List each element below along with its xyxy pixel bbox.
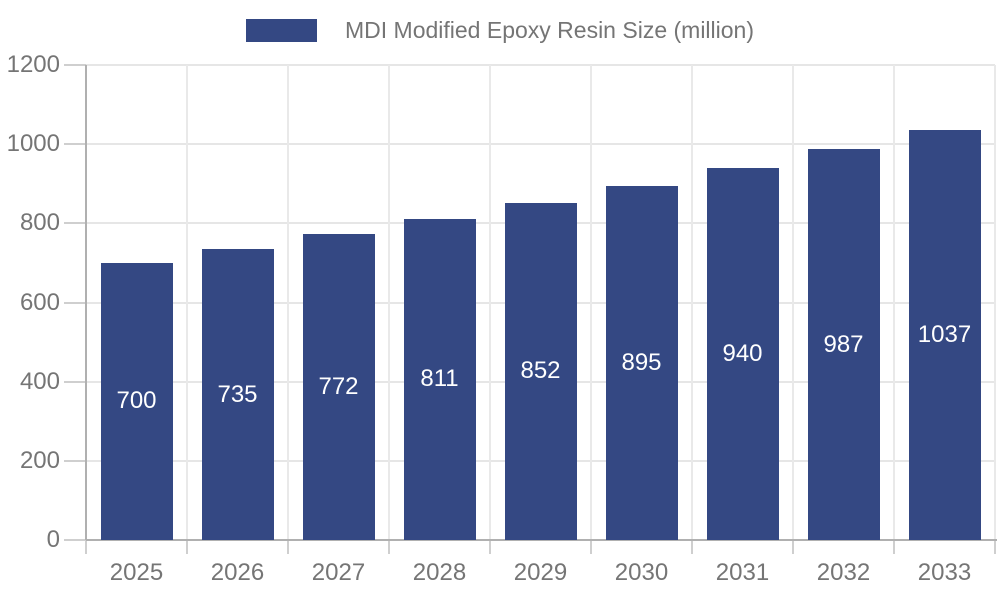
x-axis-label-2026: 2026 [210,559,265,586]
h-gridline-1200 [86,64,995,66]
bar-value-2032: 987 [823,330,864,358]
x-axis-label-2033: 2033 [917,559,972,586]
legend[interactable]: MDI Modified Epoxy Resin Size (million) [0,17,1000,44]
v-gridline-6 [691,65,693,540]
y-axis-label-0: 0 [46,526,60,553]
v-gridline-7 [792,65,794,540]
x-tick-9 [994,540,996,554]
y-axis-label-200: 200 [19,446,60,474]
bar-value-2029: 852 [520,357,561,385]
x-tick-8 [893,540,895,554]
x-axis-label-2029: 2029 [513,559,568,586]
y-axis-label-400: 400 [19,367,60,395]
v-gridline-8 [893,65,895,540]
bar-2027 [302,234,375,540]
bar-2029 [504,202,577,540]
x-tick-0 [85,540,87,554]
v-gridline-1 [186,65,188,540]
legend-label: MDI Modified Epoxy Resin Size (million) [344,17,754,43]
x-axis-label-2028: 2028 [412,559,467,586]
y-tick-200 [64,459,86,462]
bar-value-2028: 811 [420,365,459,393]
y-tick-600 [64,301,86,304]
x-tick-4 [489,540,491,554]
h-gridline-1000 [86,143,995,146]
x-axis-line [86,539,997,541]
x-axis-label-2027: 2027 [311,559,366,586]
bar-value-2026: 735 [217,380,258,408]
bar-2031 [706,167,779,540]
y-axis-label-800: 800 [19,209,60,237]
bar-2030 [605,185,678,540]
y-tick-400 [64,380,86,383]
bar-value-2027: 772 [318,373,359,401]
bar-2028 [403,218,476,540]
bar-2032 [807,149,880,540]
y-tick-1200 [64,64,86,66]
v-gridline-4 [489,65,491,540]
x-tick-6 [691,540,693,554]
v-gridline-3 [388,65,390,540]
x-axis-label-2032: 2032 [816,559,871,586]
y-axis-line [85,65,87,540]
bar-value-2025: 700 [116,387,157,415]
x-tick-1 [186,540,188,554]
bar-value-2033: 1037 [917,320,972,348]
x-tick-7 [792,540,794,554]
y-tick-1000 [64,143,86,146]
bar-2033 [908,129,981,540]
bar-2026 [201,249,274,540]
v-gridline-9 [994,65,996,540]
y-axis-label-600: 600 [19,288,60,316]
bar-value-2030: 895 [621,348,662,376]
x-tick-5 [590,540,592,554]
y-axis-label-1200: 1200 [6,51,60,78]
x-axis-label-2030: 2030 [614,559,669,586]
v-gridline-5 [590,65,592,540]
x-axis-label-2025: 2025 [109,559,164,586]
x-axis-label-2031: 2031 [715,559,770,586]
y-tick-0 [64,539,86,541]
v-gridline-2 [287,65,289,540]
bar-2025 [100,262,173,540]
y-tick-800 [64,222,86,225]
legend-swatch [245,19,317,42]
x-tick-2 [287,540,289,554]
bar-value-2031: 940 [722,339,763,367]
y-axis-label-1000: 1000 [6,130,60,158]
x-tick-3 [388,540,390,554]
